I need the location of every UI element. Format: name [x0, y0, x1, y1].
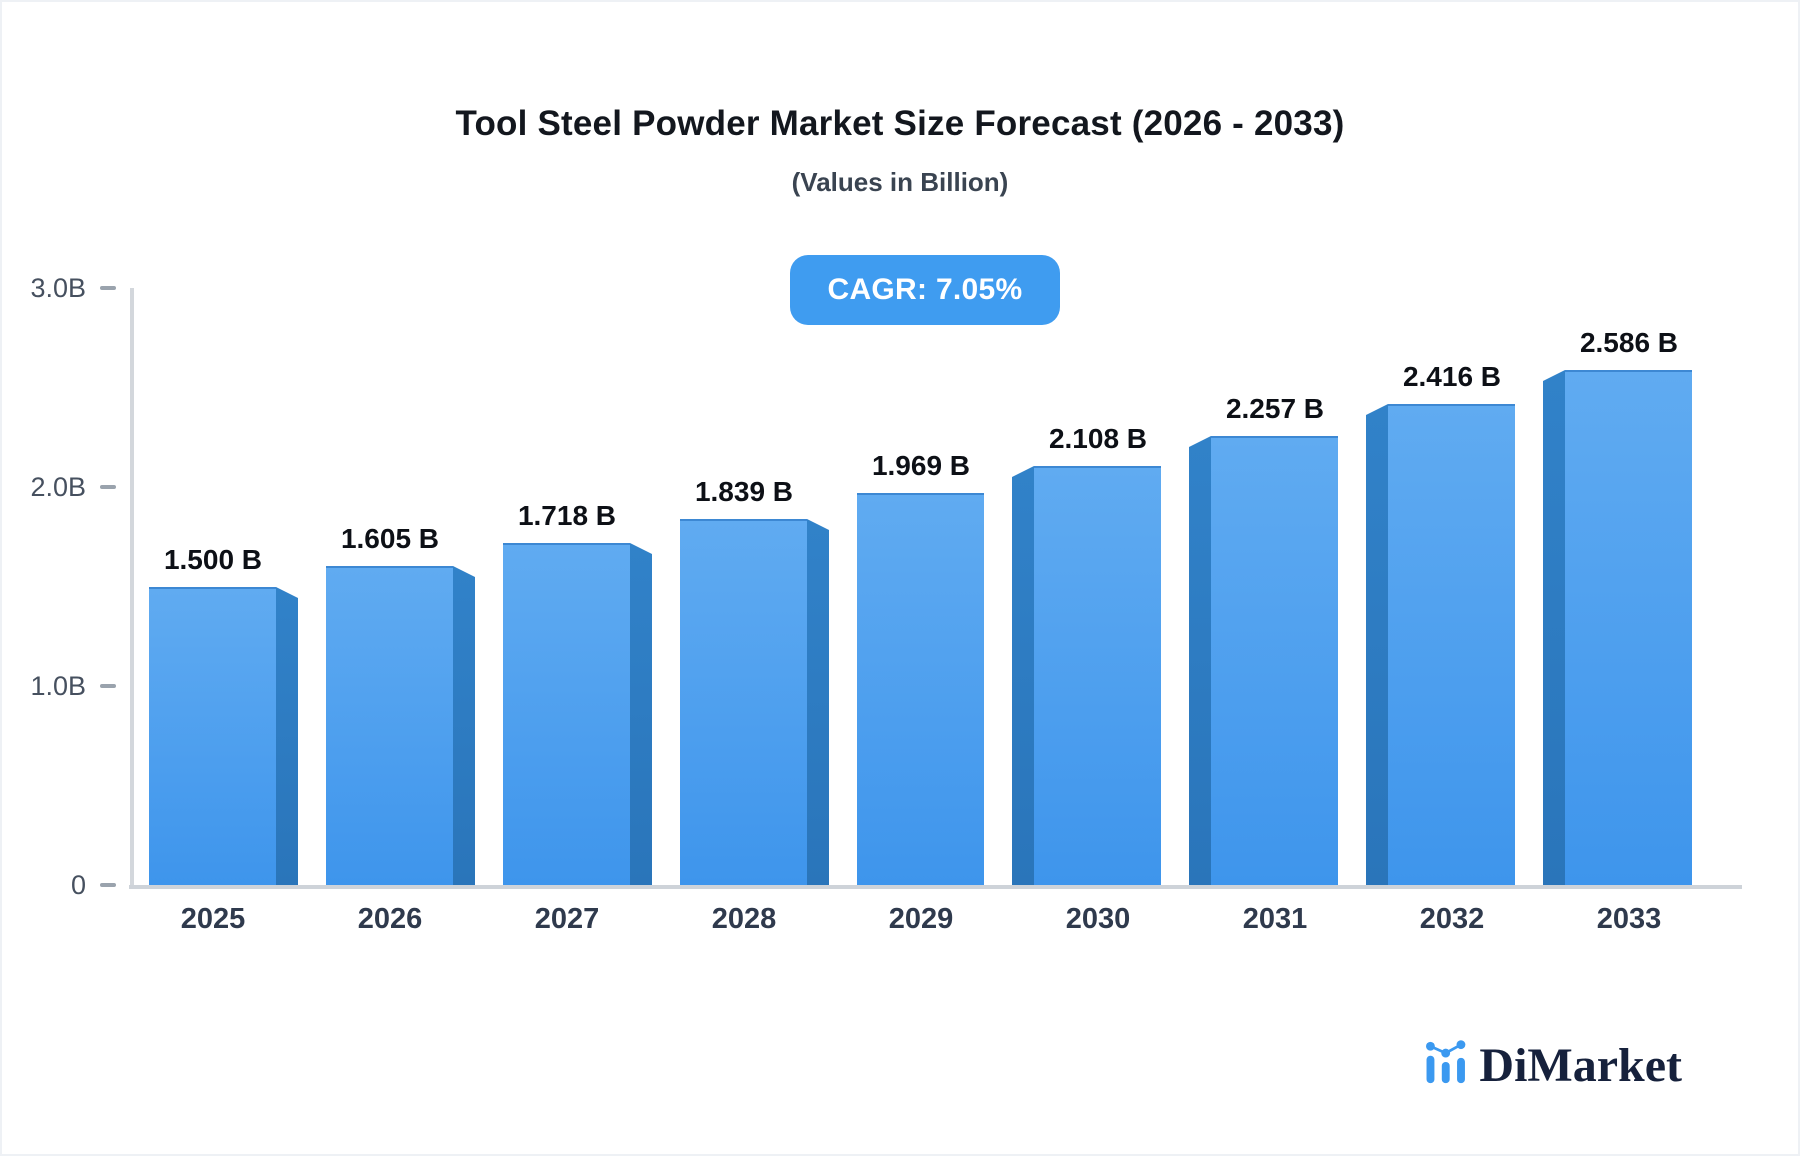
- brand-logo-text: DiMarket: [1479, 1039, 1682, 1093]
- brand-logo: DiMarket: [1426, 1038, 1682, 1093]
- chart-subtitle: (Values in Billion): [791, 167, 1009, 197]
- bar-side-2030: [1012, 466, 1034, 885]
- y-axis-line: [130, 288, 134, 889]
- bar-2030: [1034, 466, 1161, 885]
- brand-chart-bars-icon: [1426, 1038, 1466, 1089]
- x-axis-label-2033: 2033: [1596, 903, 1662, 935]
- bar-value-label-2028: 1.839 B: [694, 476, 794, 507]
- bar-2026: [326, 566, 453, 885]
- x-axis-label-2027: 2027: [534, 903, 600, 935]
- y-tick-mark: [100, 883, 116, 887]
- x-axis-line: [129, 885, 1742, 889]
- bar-side-2026: [453, 566, 475, 885]
- bar-side-2032: [1366, 404, 1388, 885]
- x-axis-label-2031: 2031: [1242, 903, 1308, 935]
- bar-side-2028: [807, 519, 829, 885]
- bar-value-label-2033: 2.586 B: [1579, 327, 1679, 358]
- x-axis-label-2028: 2028: [711, 903, 777, 935]
- bar-value-label-2029: 1.969 B: [871, 450, 971, 481]
- bar-2028: [680, 519, 807, 885]
- x-axis-label-2030: 2030: [1065, 903, 1131, 935]
- x-axis-label-2025: 2025: [180, 903, 246, 935]
- bar-2032: [1388, 404, 1515, 885]
- bar-2029: [857, 493, 984, 885]
- bar-side-2027: [630, 543, 652, 885]
- bar-value-label-2027: 1.718 B: [517, 500, 617, 531]
- bar-value-label-2031: 2.257 B: [1225, 393, 1325, 424]
- y-tick-mark: [100, 684, 116, 688]
- x-axis-label-2029: 2029: [888, 903, 954, 935]
- bar-value-label-2025: 1.500 B: [163, 544, 263, 575]
- bar-value-label-2026: 1.605 B: [340, 523, 440, 554]
- y-tick-label: 0: [70, 870, 86, 900]
- bar-2027: [503, 543, 630, 885]
- bar-2033: [1565, 370, 1692, 885]
- x-axis-label-2032: 2032: [1419, 903, 1485, 935]
- bar-side-2025: [276, 587, 298, 885]
- bar-side-2033: [1543, 370, 1565, 885]
- x-axis-label-2026: 2026: [357, 903, 423, 935]
- y-tick-label: 1.0B: [30, 671, 86, 701]
- bar-value-label-2030: 2.108 B: [1048, 423, 1148, 454]
- bar-side-2031: [1189, 436, 1211, 885]
- bar-value-label-2032: 2.416 B: [1402, 361, 1502, 392]
- cagr-badge: CAGR: 7.05%: [790, 255, 1060, 325]
- bar-2031: [1211, 436, 1338, 885]
- y-tick-mark: [100, 286, 116, 290]
- y-tick-label: 3.0B: [30, 273, 86, 303]
- chart-title: Tool Steel Powder Market Size Forecast (…: [455, 104, 1345, 143]
- y-tick-label: 2.0B: [30, 472, 86, 502]
- bar-2025: [149, 587, 276, 885]
- y-tick-mark: [100, 485, 116, 489]
